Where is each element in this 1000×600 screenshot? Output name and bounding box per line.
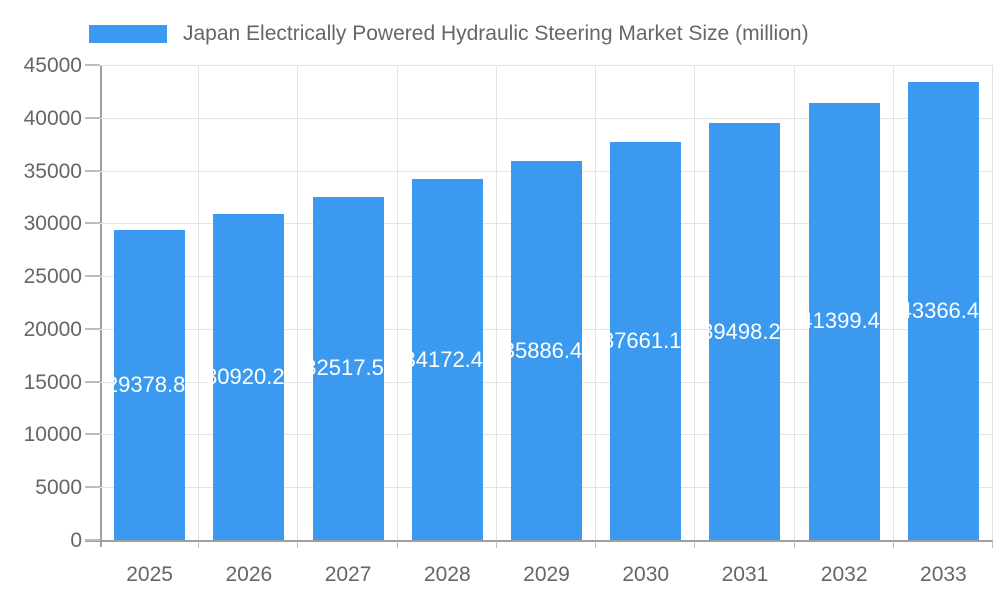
bar-2027[interactable] <box>312 196 384 540</box>
legend-swatch-icon <box>89 25 167 43</box>
bar-value-text: 30920.2 <box>205 363 285 389</box>
bar-value-label: 43366.4 <box>900 82 979 540</box>
x-axis-tick-label: 2029 <box>523 563 570 586</box>
bar-2029[interactable] <box>511 161 582 540</box>
y-axis-tick-label: 25000 <box>23 265 82 289</box>
bar-2030[interactable] <box>610 142 682 540</box>
y-axis-tick <box>85 486 100 489</box>
bar-value-label: 41399.4 <box>801 103 880 540</box>
bar-value-label: 39498.2 <box>701 123 780 540</box>
bar-value-label: 34172.4 <box>404 179 483 540</box>
x-axis-tick <box>595 541 597 548</box>
gridline-vertical <box>793 65 795 540</box>
gridline-vertical <box>396 65 398 540</box>
gridline-vertical <box>198 65 200 540</box>
bar-value-text: 39498.2 <box>701 318 781 344</box>
y-axis-tick-label: 15000 <box>23 370 82 394</box>
bar-value-label: 29378.8 <box>106 230 185 540</box>
y-axis-tick-label: 35000 <box>23 159 82 183</box>
y-axis-tick-label: 45000 <box>23 54 82 77</box>
gridline-vertical <box>297 65 299 540</box>
bar-2026[interactable] <box>213 213 285 540</box>
bar-2025[interactable] <box>114 229 186 540</box>
y-axis-tick-label: 40000 <box>23 106 82 130</box>
bar-value-text: 32517.5 <box>304 355 384 381</box>
gridline-vertical <box>595 65 597 540</box>
gridline-vertical <box>495 65 497 540</box>
y-axis-tick <box>85 116 100 119</box>
bar-value-label: 35886.4 <box>503 161 582 540</box>
plot-area: 29378.8 30920.2 32517.5 34172.4 35886.4 37661… <box>100 65 993 540</box>
bar-value-label: 32517.5 <box>305 197 384 540</box>
y-axis-tick <box>85 169 100 172</box>
y-axis-tick <box>85 275 100 278</box>
y-axis-tick-label: 30000 <box>23 212 82 236</box>
x-axis-tick <box>297 541 299 548</box>
bar-value-label: 37661.1 <box>602 142 681 540</box>
bar-value-text: 29378.8 <box>106 371 186 397</box>
x-axis-tick <box>694 541 696 548</box>
bar-value-label: 30920.2 <box>205 214 284 540</box>
gridline-vertical <box>992 65 993 540</box>
bar-value-text: 41399.4 <box>800 308 880 334</box>
gridline-vertical <box>892 65 894 540</box>
bar-value-text: 37661.1 <box>602 328 682 354</box>
y-axis-line <box>100 65 102 547</box>
x-axis-tick-label: 2031 <box>721 563 769 586</box>
x-axis-tick <box>396 541 398 548</box>
y-axis-tick <box>85 539 100 541</box>
x-axis-tick <box>495 541 497 548</box>
x-axis-tick-label: 2032 <box>820 563 868 586</box>
bar-value-text: 34172.4 <box>403 346 483 372</box>
x-axis-tick-label: 2027 <box>324 563 372 586</box>
y-axis-tick-label: 0 <box>70 529 82 552</box>
legend-item[interactable]: Japan Electrically Powered Hydraulic Ste… <box>89 22 809 46</box>
x-axis-line <box>85 540 993 542</box>
bar-2031[interactable] <box>709 123 781 540</box>
y-axis-tick <box>85 327 100 330</box>
x-axis-tick <box>992 541 993 548</box>
bar-2028[interactable] <box>411 179 483 540</box>
gridline-vertical <box>694 65 696 540</box>
y-axis-tick-label: 20000 <box>23 317 82 341</box>
y-axis-tick <box>85 222 100 225</box>
y-axis-tick <box>85 433 100 436</box>
y-axis-tick <box>85 380 100 383</box>
x-axis-tick-label: 2030 <box>622 563 670 586</box>
x-axis-tick-label: 2033 <box>920 563 967 586</box>
bar-value-text: 35886.4 <box>503 337 582 363</box>
x-axis-tick <box>892 541 894 548</box>
y-axis-tick-label: 10000 <box>23 423 82 447</box>
legend-label: Japan Electrically Powered Hydraulic Ste… <box>183 22 809 45</box>
x-axis-tick-label: 2028 <box>423 563 471 586</box>
x-axis-tick <box>198 541 200 548</box>
gridline-horizontal <box>100 65 993 66</box>
bar-2033[interactable] <box>907 82 979 540</box>
x-axis-tick <box>793 541 795 548</box>
x-axis-tick-label: 2025 <box>126 563 173 586</box>
x-axis-tick-label: 2026 <box>225 563 273 586</box>
y-axis-tick <box>85 64 100 66</box>
bar-value-text: 43366.4 <box>899 298 979 324</box>
gridline-horizontal <box>100 117 993 119</box>
bar-2032[interactable] <box>808 103 880 540</box>
y-axis-tick-label: 5000 <box>35 476 82 500</box>
